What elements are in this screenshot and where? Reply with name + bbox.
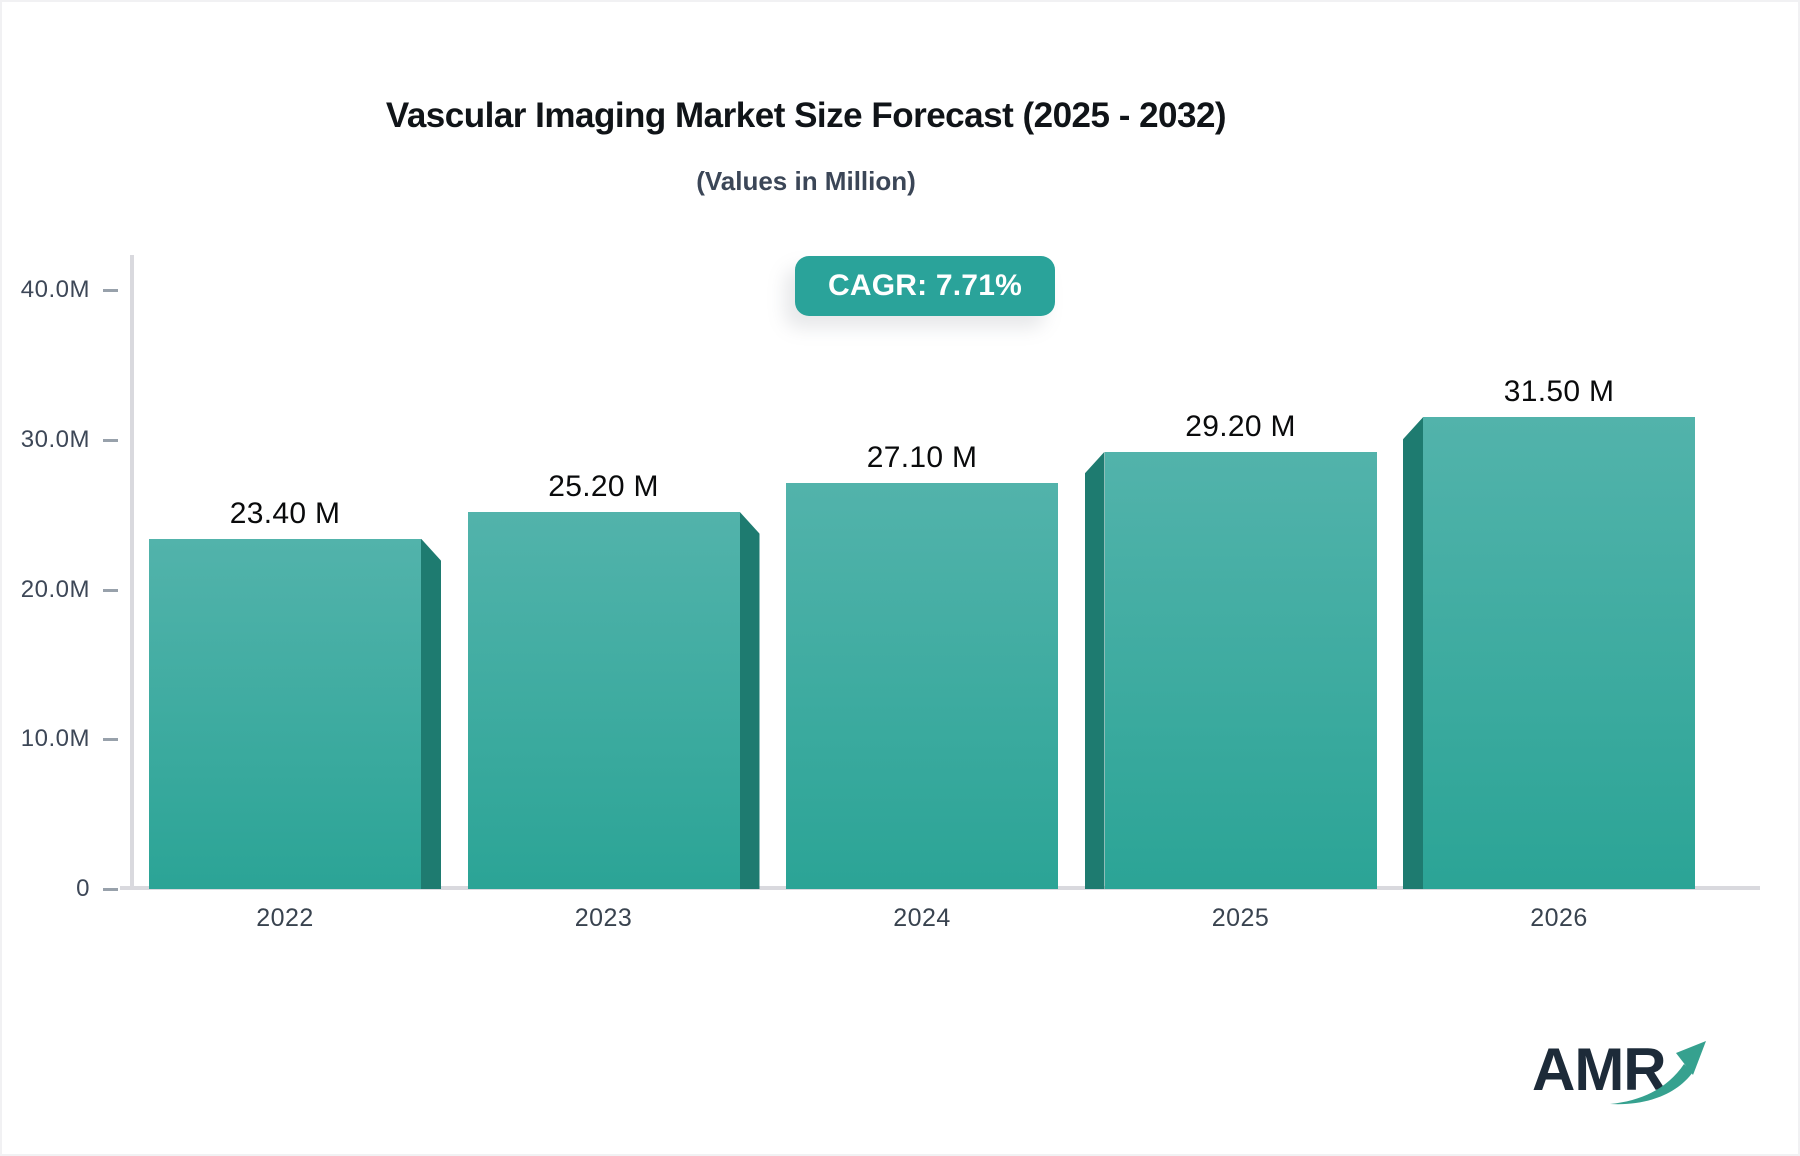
y-axis-tick-mark — [103, 438, 118, 442]
cagr-badge-label: CAGR: 7.71% — [828, 269, 1022, 302]
bar-2025 — [1104, 451, 1377, 889]
y-axis-tick-mark — [103, 738, 118, 742]
bar-2022-side-face — [421, 538, 441, 889]
bar-2025-side-face — [1084, 451, 1105, 889]
bar-2026 — [1423, 417, 1695, 889]
x-axis-label: 2025 — [1211, 904, 1270, 932]
y-axis-tick-mark — [103, 588, 118, 592]
bar-value-label: 27.10 M — [866, 441, 978, 475]
bar-2026-side-face — [1403, 417, 1423, 889]
y-axis-tick-mark — [103, 289, 118, 292]
bar-2024 — [786, 483, 1058, 889]
y-axis-tick-label: 0 — [76, 875, 90, 902]
x-axis-label: 2026 — [1530, 904, 1588, 932]
page-title: Vascular Imaging Market Size Forecast (2… — [385, 96, 1227, 135]
bar-2022 — [149, 538, 421, 889]
bar-value-label: 25.20 M — [548, 469, 659, 503]
bar-value-label: 29.20 M — [1185, 409, 1296, 443]
y-axis-tick-label: 20.0M — [20, 575, 90, 603]
x-axis-label: 2024 — [893, 904, 951, 932]
amr-logo-graphic: AMR — [1532, 1036, 1706, 1105]
amr-logo-text: AMR — [1532, 1036, 1666, 1103]
bar-value-label: 31.50 M — [1503, 375, 1615, 409]
amr-logo: AMR — [1530, 1030, 1720, 1114]
bar-value-label: 23.40 M — [229, 496, 341, 530]
x-axis-label: 2022 — [256, 904, 314, 932]
y-axis-line — [130, 255, 134, 889]
trending-up-arrow-icon — [1610, 1041, 1706, 1105]
y-axis-tick-mark — [103, 888, 118, 891]
y-axis-tick-label: 30.0M — [20, 425, 90, 453]
y-axis-tick-label: 10.0M — [20, 725, 90, 753]
y-axis-tick-label: 40.0M — [20, 276, 90, 303]
cagr-badge: CAGR: 7.71% — [795, 256, 1055, 316]
bar-2023 — [467, 511, 740, 889]
bar-2023-side-face — [739, 511, 760, 889]
x-axis-label: 2023 — [574, 904, 633, 932]
chart-subtitle: (Values in Million) — [696, 166, 916, 196]
